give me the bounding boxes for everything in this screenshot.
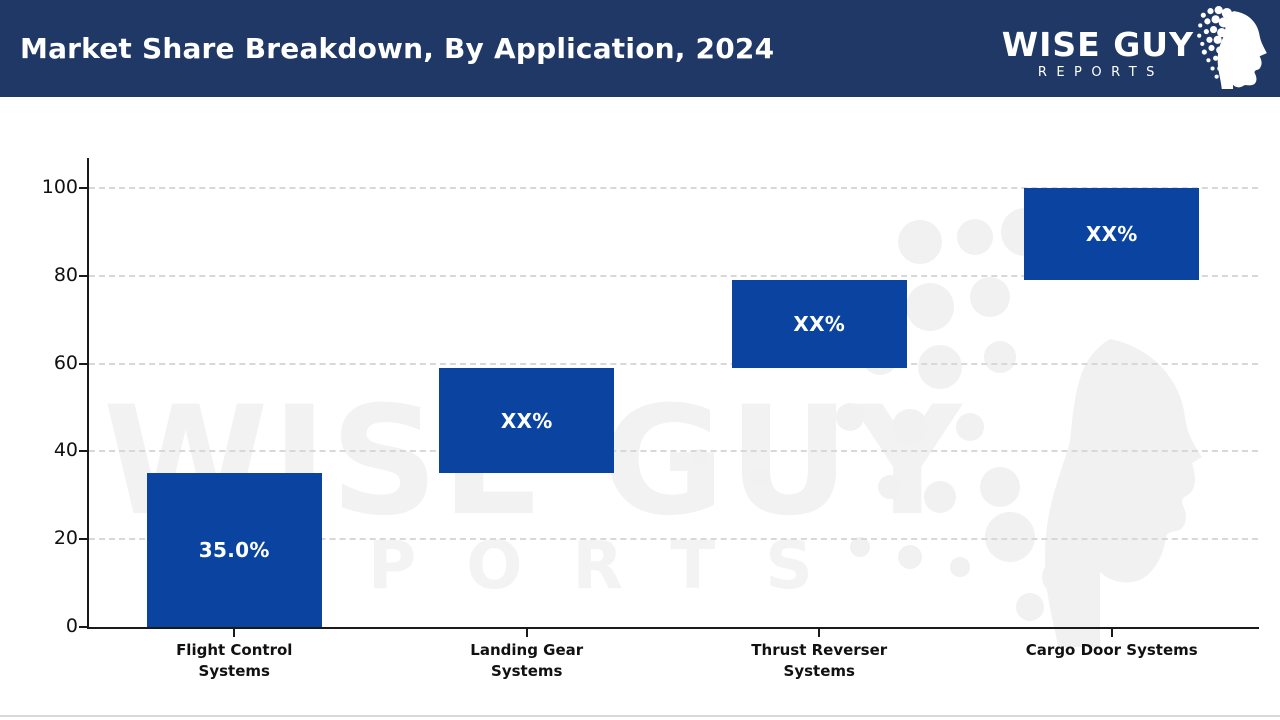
bottom-border bbox=[0, 715, 1280, 717]
x-category-label-landing-gear-systems: Landing Gear Systems bbox=[377, 640, 677, 682]
y-tick-mark-0 bbox=[79, 626, 88, 628]
y-tick-label-80: 80 bbox=[53, 263, 78, 286]
y-tick-mark-80 bbox=[79, 274, 88, 277]
x-category-label-line: Systems bbox=[491, 662, 563, 680]
bar-flight-control-systems: 35.0% bbox=[146, 473, 322, 627]
gridline-40 bbox=[89, 450, 1258, 453]
bar-thrust-reverser-systems: XX% bbox=[731, 280, 907, 368]
y-tick-mark-20 bbox=[79, 538, 88, 541]
x-tick-mark-thrust-reverser-systems bbox=[818, 629, 821, 637]
wiseguy-logo: WISE GUY REPORTS bbox=[1002, 6, 1268, 90]
bar-value-label-thrust-reverser-systems: XX% bbox=[793, 312, 846, 337]
x-category-label-line: Landing Gear bbox=[470, 641, 584, 659]
y-tick-mark-100 bbox=[79, 187, 88, 189]
logo-subtext: REPORTS bbox=[1037, 64, 1164, 80]
x-category-label-line: Cargo Door Systems bbox=[1025, 641, 1198, 659]
y-tick-mark-60 bbox=[79, 362, 88, 365]
gridline-20 bbox=[89, 538, 1258, 541]
x-category-label-line: Thrust Reverser bbox=[751, 641, 888, 659]
y-axis-line bbox=[87, 158, 89, 629]
x-category-label-line: Systems bbox=[783, 662, 855, 680]
bar-cargo-door-systems: XX% bbox=[1024, 188, 1200, 281]
x-category-label-line: Systems bbox=[198, 662, 270, 680]
bar-value-label-flight-control-systems: 35.0% bbox=[198, 538, 270, 563]
gridline-80 bbox=[89, 274, 1258, 277]
y-tick-label-60: 60 bbox=[53, 351, 78, 374]
chart-title: Market Share Breakdown, By Application, … bbox=[20, 32, 775, 65]
header-bar: Market Share Breakdown, By Application, … bbox=[0, 0, 1280, 97]
x-axis-line bbox=[87, 627, 1259, 629]
y-tick-label-20: 20 bbox=[53, 527, 78, 550]
y-tick-label-100: 100 bbox=[41, 176, 78, 198]
x-category-label-line: Flight Control bbox=[176, 641, 293, 659]
logo-head-icon bbox=[1197, 6, 1267, 89]
gridline-100 bbox=[89, 187, 1258, 189]
x-tick-mark-cargo-door-systems bbox=[1110, 629, 1113, 637]
x-category-label-thrust-reverser-systems: Thrust Reverser Systems bbox=[669, 640, 969, 682]
x-tick-mark-flight-control-systems bbox=[233, 629, 236, 637]
logo-wordmark: WISE GUY bbox=[1001, 24, 1194, 64]
y-tick-mark-40 bbox=[79, 450, 88, 453]
bar-landing-gear-systems: XX% bbox=[439, 367, 615, 474]
y-tick-label-40: 40 bbox=[53, 439, 78, 462]
y-tick-label-0: 0 bbox=[65, 615, 78, 637]
gridline-60 bbox=[89, 362, 1258, 365]
x-category-label-cargo-door-systems: Cargo Door Systems bbox=[962, 640, 1262, 661]
bar-value-label-cargo-door-systems: XX% bbox=[1085, 222, 1138, 247]
x-tick-mark-landing-gear-systems bbox=[525, 629, 528, 637]
x-category-label-flight-control-systems: Flight Control Systems bbox=[84, 640, 384, 682]
logo-text: WISE GUY REPORTS bbox=[1001, 24, 1194, 80]
bar-value-label-landing-gear-systems: XX% bbox=[500, 408, 553, 433]
